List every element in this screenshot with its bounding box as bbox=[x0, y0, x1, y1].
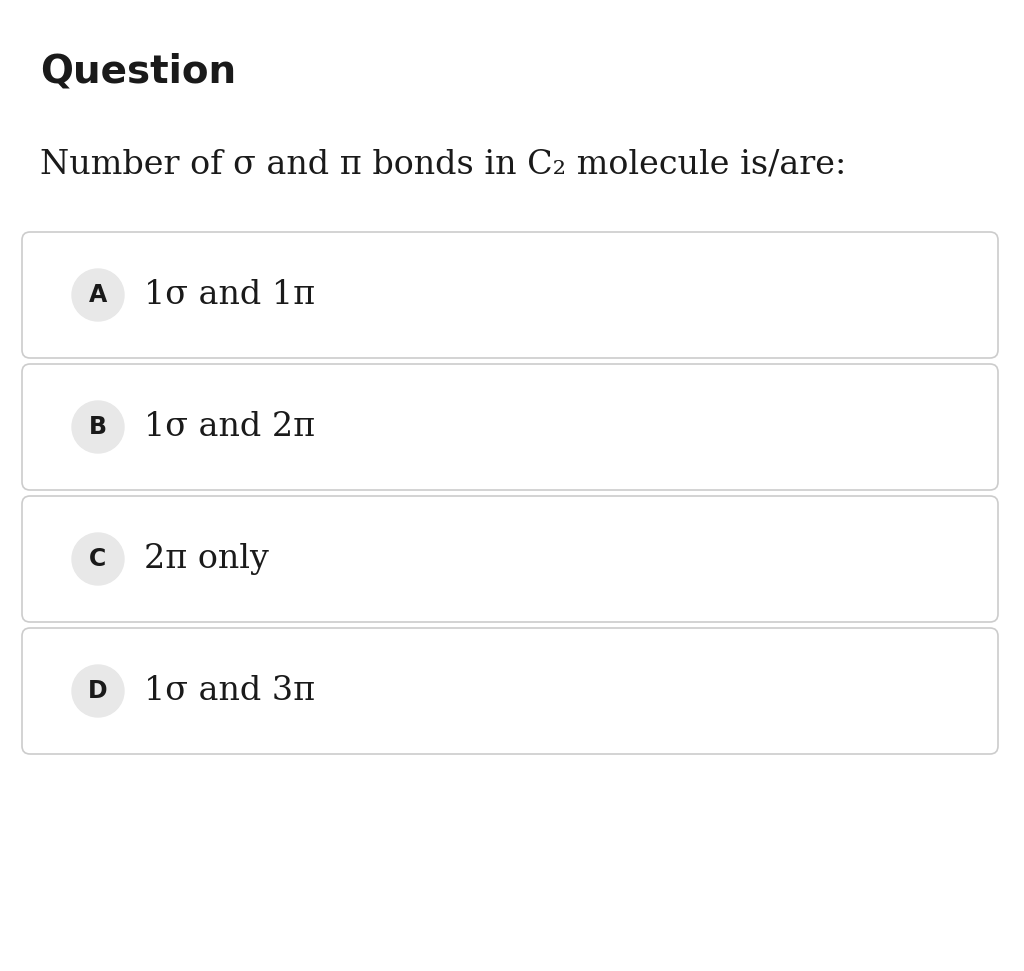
FancyBboxPatch shape bbox=[22, 496, 998, 622]
Text: Number of σ and π bonds in C₂ molecule is/are:: Number of σ and π bonds in C₂ molecule i… bbox=[40, 148, 847, 180]
FancyBboxPatch shape bbox=[22, 364, 998, 490]
FancyBboxPatch shape bbox=[22, 232, 998, 358]
Text: B: B bbox=[89, 415, 106, 439]
Text: C: C bbox=[89, 547, 106, 571]
Text: 1σ and 2π: 1σ and 2π bbox=[144, 411, 315, 443]
Text: Question: Question bbox=[40, 52, 237, 90]
Circle shape bbox=[72, 401, 124, 453]
Text: A: A bbox=[89, 283, 108, 307]
Circle shape bbox=[72, 665, 124, 717]
Text: 2π only: 2π only bbox=[144, 543, 269, 575]
FancyBboxPatch shape bbox=[22, 628, 998, 754]
Text: 1σ and 1π: 1σ and 1π bbox=[144, 279, 315, 311]
Circle shape bbox=[72, 269, 124, 321]
Text: D: D bbox=[88, 679, 108, 703]
Circle shape bbox=[72, 533, 124, 585]
Text: 1σ and 3π: 1σ and 3π bbox=[144, 675, 315, 707]
